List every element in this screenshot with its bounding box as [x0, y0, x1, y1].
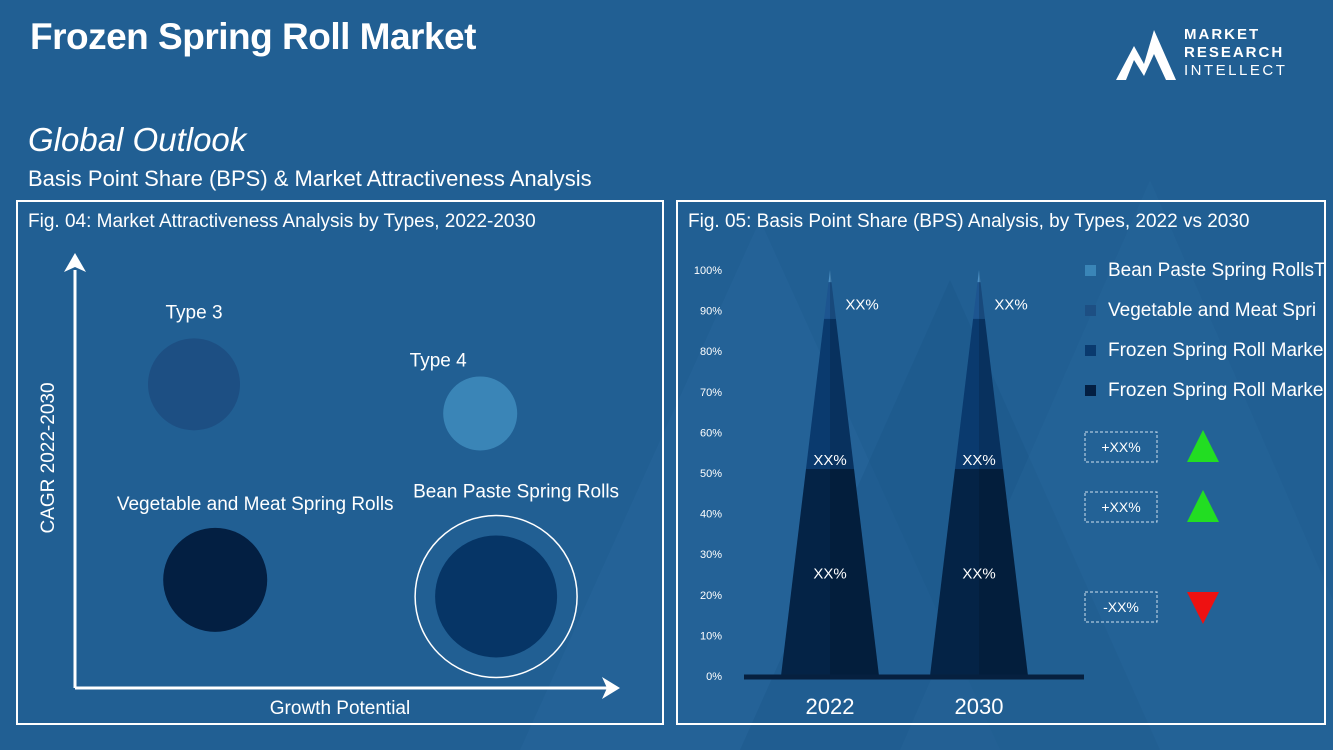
bubble-chart: Growth Potential CAGR 2022-2030 Type 3 Ty…: [38, 253, 620, 719]
arrow-up-icon: [1187, 430, 1219, 462]
change-box: [1084, 491, 1158, 523]
segment-label: XX%: [813, 565, 846, 582]
y-tick-label: 70%: [700, 387, 722, 399]
spike-segment: [954, 318, 1004, 469]
change-indicator: +XX%: [1084, 430, 1219, 463]
y-tick-label: 30%: [700, 549, 722, 561]
spike-2030: XX% XX% XX%: [930, 270, 1028, 676]
category-label: 2030: [955, 694, 1004, 719]
spike-segment: [781, 468, 879, 676]
y-tick-label: 60%: [700, 427, 722, 439]
spike-shade: [830, 282, 836, 319]
spike-segment: [973, 282, 985, 319]
bubble-label: Type 3: [165, 302, 222, 323]
legend-item: Bean Paste Spring RollsT: [1085, 260, 1324, 281]
change-indicator: -XX%: [1084, 591, 1219, 624]
logo-line2: RESEARCH: [1184, 44, 1285, 61]
bubble-3: Vegetable and Meat Spring Rolls: [117, 494, 394, 632]
y-axis-arrow-icon: [64, 253, 86, 272]
page-subtitle: Global Outlook: [28, 121, 247, 158]
y-axis-label: CAGR 2022-2030: [38, 382, 59, 533]
legend-swatch: [1085, 265, 1096, 276]
y-tick-label: 20%: [700, 590, 722, 602]
x-axis-arrow-icon: [602, 677, 620, 699]
change-indicator: +XX%: [1084, 490, 1219, 523]
y-axis: [64, 253, 86, 688]
bubble-circle: [163, 527, 268, 632]
legend-swatch: [1085, 305, 1096, 316]
y-tick-label: 100%: [694, 265, 722, 277]
bubble-label: Type 4: [410, 350, 467, 371]
bubble-circle: [435, 535, 558, 658]
brand-logo: MARKET RESEARCH INTELLECT: [1112, 24, 1312, 86]
arrow-down-icon: [1187, 592, 1219, 624]
legend-label: Frozen Spring Roll Marke: [1108, 380, 1323, 401]
spike-shade: [979, 270, 981, 283]
bubble-1: Type 3: [148, 302, 240, 431]
category-label: 2022: [806, 694, 855, 719]
y-tick-label: 50%: [700, 468, 722, 480]
y-tick-label: 40%: [700, 509, 722, 521]
legend-swatch: [1085, 385, 1096, 396]
fig04-title: Fig. 04: Market Attractiveness Analysis …: [28, 211, 536, 232]
legend-label: Frozen Spring Roll Marke: [1108, 340, 1323, 361]
legend-item: Vegetable and Meat Spri: [1085, 300, 1316, 321]
bubble-circle: [148, 338, 240, 431]
spike-segment: [930, 468, 1028, 676]
change-box: [1084, 591, 1158, 623]
bubble-4: Bean Paste Spring Rolls: [413, 481, 619, 679]
bubble-2: Type 4: [410, 350, 518, 451]
segment-label: XX%: [845, 296, 878, 313]
segment-label: XX%: [962, 565, 995, 582]
spike-shade: [830, 270, 832, 283]
legend-item: Frozen Spring Roll Marke: [1085, 380, 1323, 401]
change-label: +XX%: [1101, 439, 1140, 455]
arrow-up-icon: [1187, 490, 1219, 522]
page-title: Frozen Spring Roll Market: [30, 16, 476, 57]
spike-segment: [824, 282, 836, 319]
legend-label: Vegetable and Meat Spri: [1108, 300, 1316, 321]
logo-mountain-icon: [1116, 30, 1176, 80]
logo-line3: INTELLECT: [1184, 62, 1288, 79]
change-box: [1084, 431, 1158, 463]
legend-swatch: [1085, 345, 1096, 356]
y-tick-label: 10%: [700, 630, 722, 642]
x-axis-label: Growth Potential: [270, 698, 410, 719]
logo-line1: MARKET: [1184, 26, 1261, 43]
spike-segment: [805, 318, 855, 469]
spike-shade: [830, 318, 855, 469]
bps-panel: Fig. 05: Basis Point Share (BPS) Analysi…: [676, 200, 1326, 725]
bubble-label: Bean Paste Spring Rolls: [413, 481, 619, 502]
spike-segment: [828, 270, 832, 283]
spike-shade: [979, 282, 985, 319]
bubble-ring: [414, 514, 578, 679]
segment-label: XX%: [962, 452, 995, 469]
segment-label: XX%: [994, 296, 1027, 313]
spike-segment: [977, 270, 981, 283]
change-label: -XX%: [1103, 599, 1139, 615]
spike-shade: [979, 318, 1004, 469]
legend-item: Frozen Spring Roll Marke: [1085, 340, 1323, 361]
bubble-label: Vegetable and Meat Spring Rolls: [117, 494, 394, 515]
fig05-title: Fig. 05: Basis Point Share (BPS) Analysi…: [688, 211, 1250, 232]
attractiveness-panel: Fig. 04: Market Attractiveness Analysis …: [16, 200, 664, 725]
bubble-circle: [443, 376, 518, 451]
legend-label: Bean Paste Spring RollsT: [1108, 260, 1324, 281]
y-tick-label: 0%: [706, 671, 722, 683]
page-description: Basis Point Share (BPS) & Market Attract…: [28, 166, 592, 191]
y-tick-label: 80%: [700, 346, 722, 358]
y-tick-label: 90%: [700, 306, 722, 318]
spike-shade: [979, 468, 1028, 676]
spike-shade: [830, 468, 879, 676]
change-label: +XX%: [1101, 499, 1140, 515]
bps-chart: 0%10%20%30%40%50%60%70%80%90%100% XX%XX%…: [694, 260, 1324, 719]
segment-label: XX%: [813, 452, 846, 469]
spike-2022: XX% XX% XX%: [781, 270, 879, 676]
x-axis: [75, 677, 620, 699]
